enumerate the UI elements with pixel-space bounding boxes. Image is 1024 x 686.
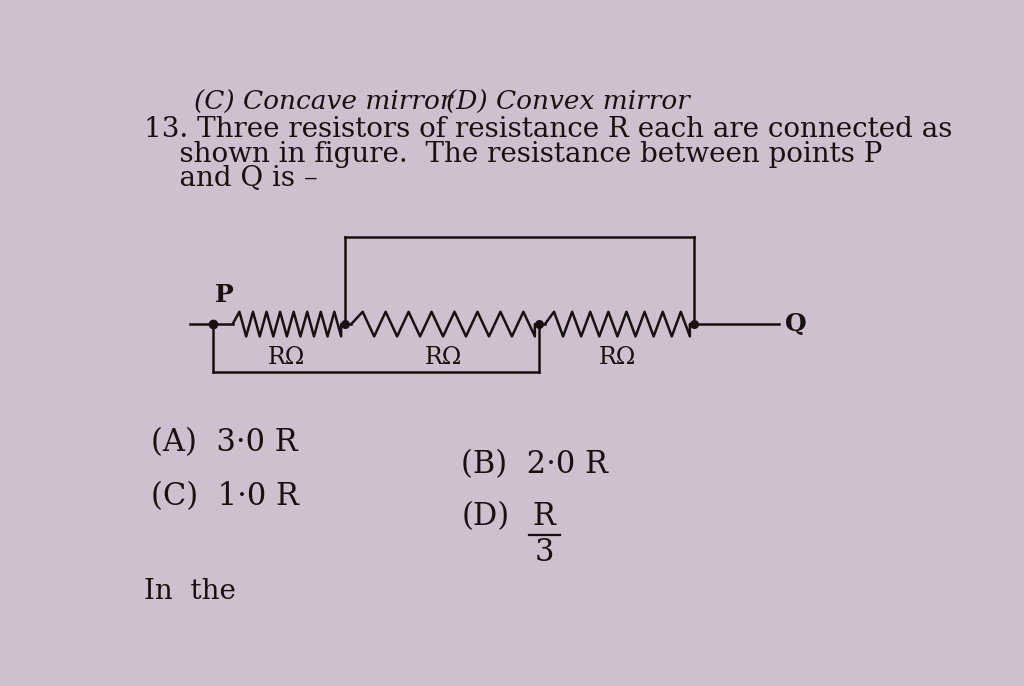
Text: RΩ: RΩ	[599, 346, 636, 368]
Text: (A)  3·0 R: (A) 3·0 R	[152, 427, 298, 458]
Text: (C)  1·0 R: (C) 1·0 R	[152, 481, 299, 512]
Text: P: P	[215, 283, 233, 307]
Text: Q: Q	[785, 312, 807, 336]
Text: (C) Concave mirror: (C) Concave mirror	[194, 90, 453, 115]
Text: RΩ: RΩ	[268, 346, 305, 368]
Text: (B)  2·0 R: (B) 2·0 R	[461, 449, 608, 480]
Text: and Q is –: and Q is –	[143, 165, 317, 193]
Text: In  the: In the	[143, 578, 236, 605]
Text: 13. Three resistors of resistance R each are connected as: 13. Three resistors of resistance R each…	[143, 116, 952, 143]
Text: (D): (D)	[461, 501, 509, 532]
Text: R: R	[532, 501, 556, 532]
Text: 3: 3	[535, 536, 554, 567]
Text: shown in figure.  The resistance between points P: shown in figure. The resistance between …	[143, 141, 882, 168]
Text: (D) Convex mirror: (D) Convex mirror	[445, 90, 689, 115]
Text: RΩ: RΩ	[424, 346, 462, 368]
